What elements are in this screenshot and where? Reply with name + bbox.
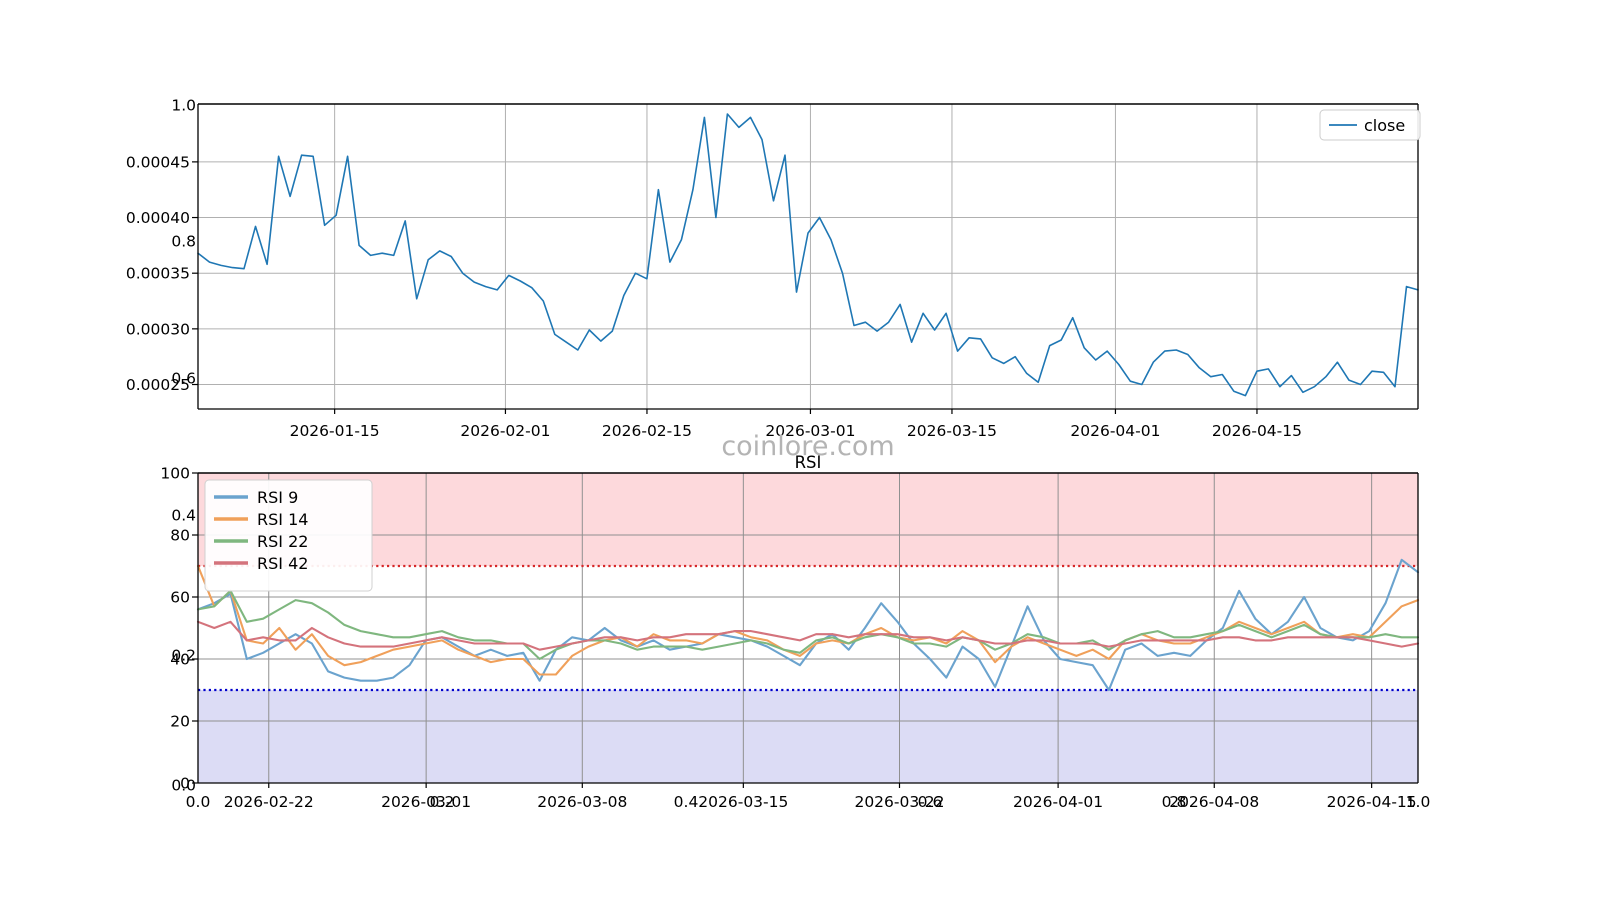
rsi-y-tick: 20 — [170, 713, 190, 731]
rsi-legend-label-2: RSI 22 — [257, 532, 308, 551]
rsi-x-tick-labels: 2026-02-22 2026-03-01 2026-03-08 2026-03-15… — [224, 783, 1417, 811]
rsi-y-tick: 80 — [170, 527, 190, 545]
price-y-tick: 0.00035 — [126, 265, 190, 283]
price-y-tick: 0.00030 — [126, 320, 190, 338]
rsi-legend-items: RSI 9 RSI 14 RSI 22 RSI 42 — [214, 488, 308, 573]
rsi-22-line — [196, 589, 1420, 661]
price-ghost-y-tick-labels: 1.0 0.8 0.6 — [171, 97, 196, 388]
price-panel: 0.00045 0.00040 0.00035 0.00030 0.00025 1.0 0… — [126, 97, 1421, 440]
rsi-y-tick-labels: 100 80 60 40 20 0 — [160, 465, 198, 793]
rsi-42-line — [196, 620, 1420, 651]
rsi-ghost-x-tick: 0.2 — [430, 793, 455, 811]
rsi-ghost-y-tick-labels: 0.4 0.2 0.0 — [171, 507, 196, 795]
price-x-tick: 2026-01-15 — [290, 422, 380, 440]
rsi-x-tick: 2026-04-01 — [1013, 793, 1103, 811]
rsi-ghost-x-tick: 0.4 — [674, 793, 699, 811]
rsi-x-tick: 2026-03-15 — [698, 793, 788, 811]
rsi-ghost-x-tick: 0.8 — [1162, 793, 1187, 811]
price-gridlines — [198, 104, 1418, 409]
rsi-x-tick: 2026-03-08 — [537, 793, 627, 811]
rsi-oversold-band — [198, 690, 1418, 783]
rsi-ghost-x-tick: 0.6 — [918, 793, 943, 811]
rsi-14-line — [196, 564, 1420, 676]
price-x-tick: 2026-03-15 — [907, 422, 997, 440]
rsi-ghost-y-tick: 0.4 — [171, 507, 196, 525]
price-x-tick: 2026-04-01 — [1070, 422, 1160, 440]
price-x-tick: 2026-03-01 — [765, 422, 855, 440]
price-y-tick-labels: 0.00045 0.00040 0.00035 0.00030 0.00025 — [126, 153, 198, 394]
price-ghost-y-tick: 0.6 — [171, 370, 196, 388]
price-x-tick: 2026-02-01 — [460, 422, 550, 440]
rsi-y-tick: 100 — [160, 465, 190, 483]
price-x-tick: 2026-02-15 — [602, 422, 692, 440]
rsi-ghost-x-tick-labels: 0.0 0.2 0.4 0.6 0.8 1.0 — [186, 793, 1431, 811]
rsi-y-tick: 60 — [170, 589, 190, 607]
rsi-ghost-x-tick: 1.0 — [1406, 793, 1431, 811]
rsi-y-tick: 40 — [170, 651, 190, 669]
rsi-x-tick: 2026-04-15 — [1327, 793, 1417, 811]
rsi-y-tick: 0 — [180, 775, 190, 793]
price-x-tick-labels: 2026-01-15 2026-02-01 2026-02-15 2026-03-01… — [290, 409, 1302, 440]
price-legend-box — [1319, 109, 1421, 141]
rsi-ghost-x-tick: 0.0 — [186, 793, 211, 811]
rsi-x-tick: 2026-02-22 — [224, 793, 314, 811]
watermark-text: coinlore.com — [721, 431, 894, 462]
rsi-ghost-y-tick: 0.2 — [171, 647, 196, 665]
rsi-panel: 100 80 60 40 20 0 0.4 0.2 0.0 2026-02-22 2026-03… — [160, 453, 1430, 811]
price-legend[interactable]: close — [1319, 109, 1421, 141]
price-y-tick: 0.00045 — [126, 153, 190, 171]
rsi-legend-label-0: RSI 9 — [257, 488, 298, 507]
price-y-tick: 0.00025 — [126, 376, 190, 394]
rsi-legend-label-3: RSI 42 — [257, 554, 308, 573]
price-x-tick: 2026-04-15 — [1212, 422, 1302, 440]
rsi-x-tick: 2026-03-22 — [854, 793, 944, 811]
price-plot-background — [198, 104, 1418, 409]
price-ghost-y-tick: 1.0 — [171, 97, 196, 115]
rsi-legend-label-1: RSI 14 — [257, 510, 308, 529]
rsi-ghost-y-tick: 0.0 — [171, 777, 196, 795]
rsi-x-tick: 2026-03-01 — [381, 793, 471, 811]
rsi-legend[interactable]: RSI 9 RSI 14 RSI 22 RSI 42 — [204, 479, 373, 592]
price-legend-label-close: close — [1364, 116, 1405, 135]
price-y-tick: 0.00040 — [126, 209, 190, 227]
price-ghost-y-tick: 0.8 — [171, 233, 196, 251]
rsi-overbought-band — [198, 473, 1418, 566]
close-price-line — [197, 113, 1419, 397]
rsi-subplot-title: RSI — [795, 453, 822, 472]
rsi-x-tick: 2026-04-08 — [1169, 793, 1259, 811]
